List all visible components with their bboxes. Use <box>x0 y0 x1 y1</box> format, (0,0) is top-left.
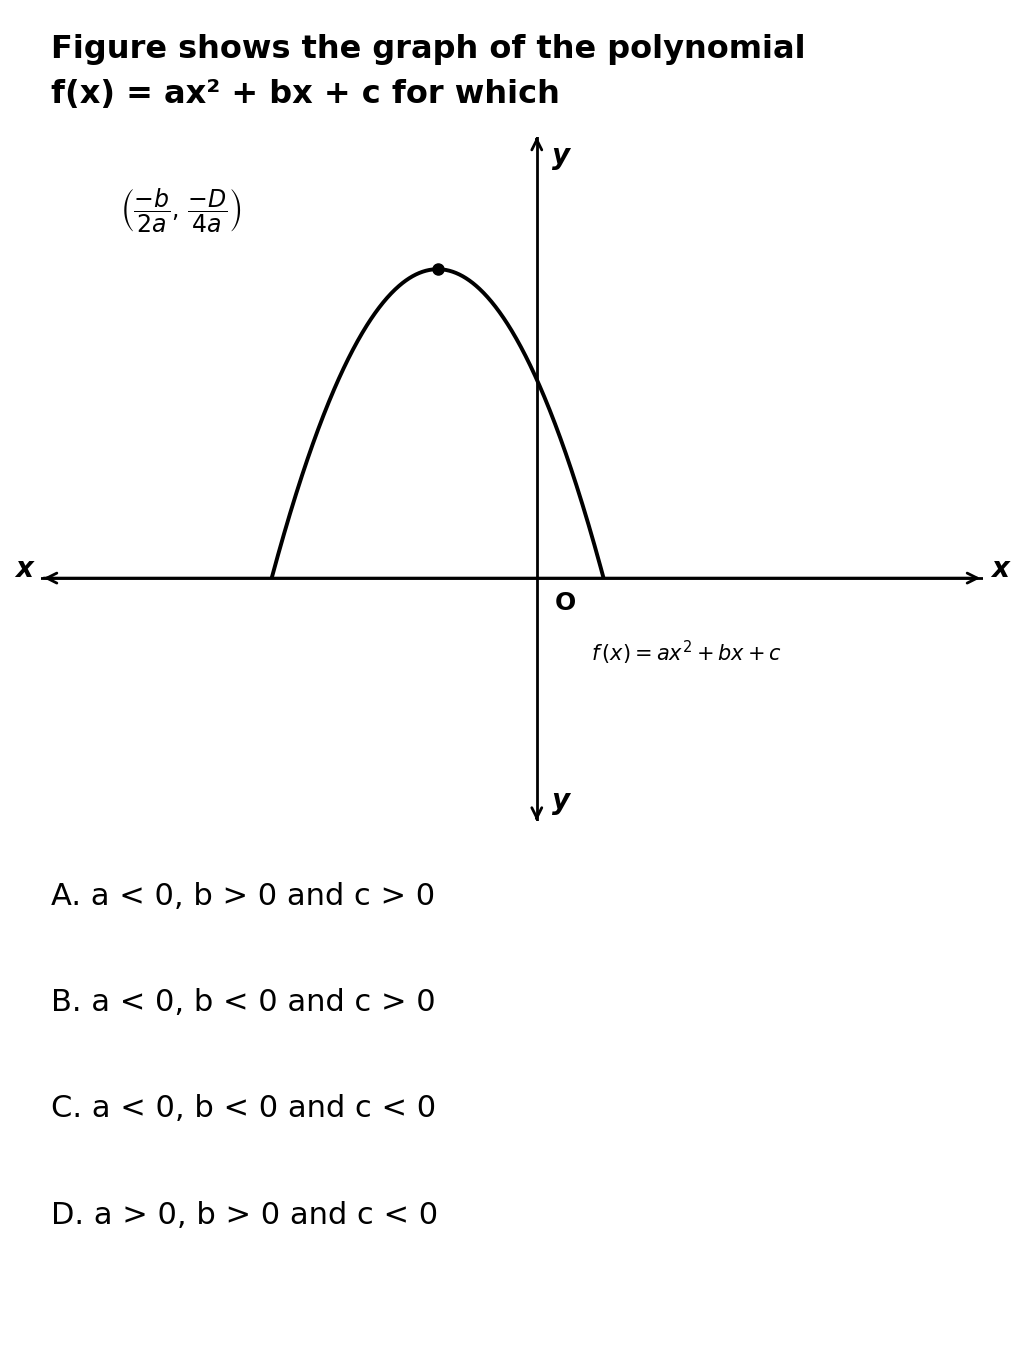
Text: O: O <box>555 591 575 616</box>
Text: Figure shows the graph of the polynomial: Figure shows the graph of the polynomial <box>51 34 806 66</box>
Text: $f\,(x) = ax^2 + bx + c$: $f\,(x) = ax^2 + bx + c$ <box>591 639 782 668</box>
Text: B. a < 0, b < 0 and c > 0: B. a < 0, b < 0 and c > 0 <box>51 988 436 1016</box>
Text: f(x) = ax² + bx + c for which: f(x) = ax² + bx + c for which <box>51 79 560 111</box>
Text: y: y <box>552 787 569 815</box>
Text: x: x <box>15 555 33 583</box>
Text: C. a < 0, b < 0 and c < 0: C. a < 0, b < 0 and c < 0 <box>51 1094 436 1123</box>
Text: A. a < 0, b > 0 and c > 0: A. a < 0, b > 0 and c > 0 <box>51 882 435 911</box>
Text: y: y <box>552 142 569 171</box>
Text: D. a > 0, b > 0 and c < 0: D. a > 0, b > 0 and c < 0 <box>51 1201 438 1230</box>
Text: x: x <box>991 555 1009 583</box>
Text: $\left(\dfrac{-b}{2a},\,\dfrac{-D}{4a}\right)$: $\left(\dfrac{-b}{2a},\,\dfrac{-D}{4a}\r… <box>120 186 242 235</box>
